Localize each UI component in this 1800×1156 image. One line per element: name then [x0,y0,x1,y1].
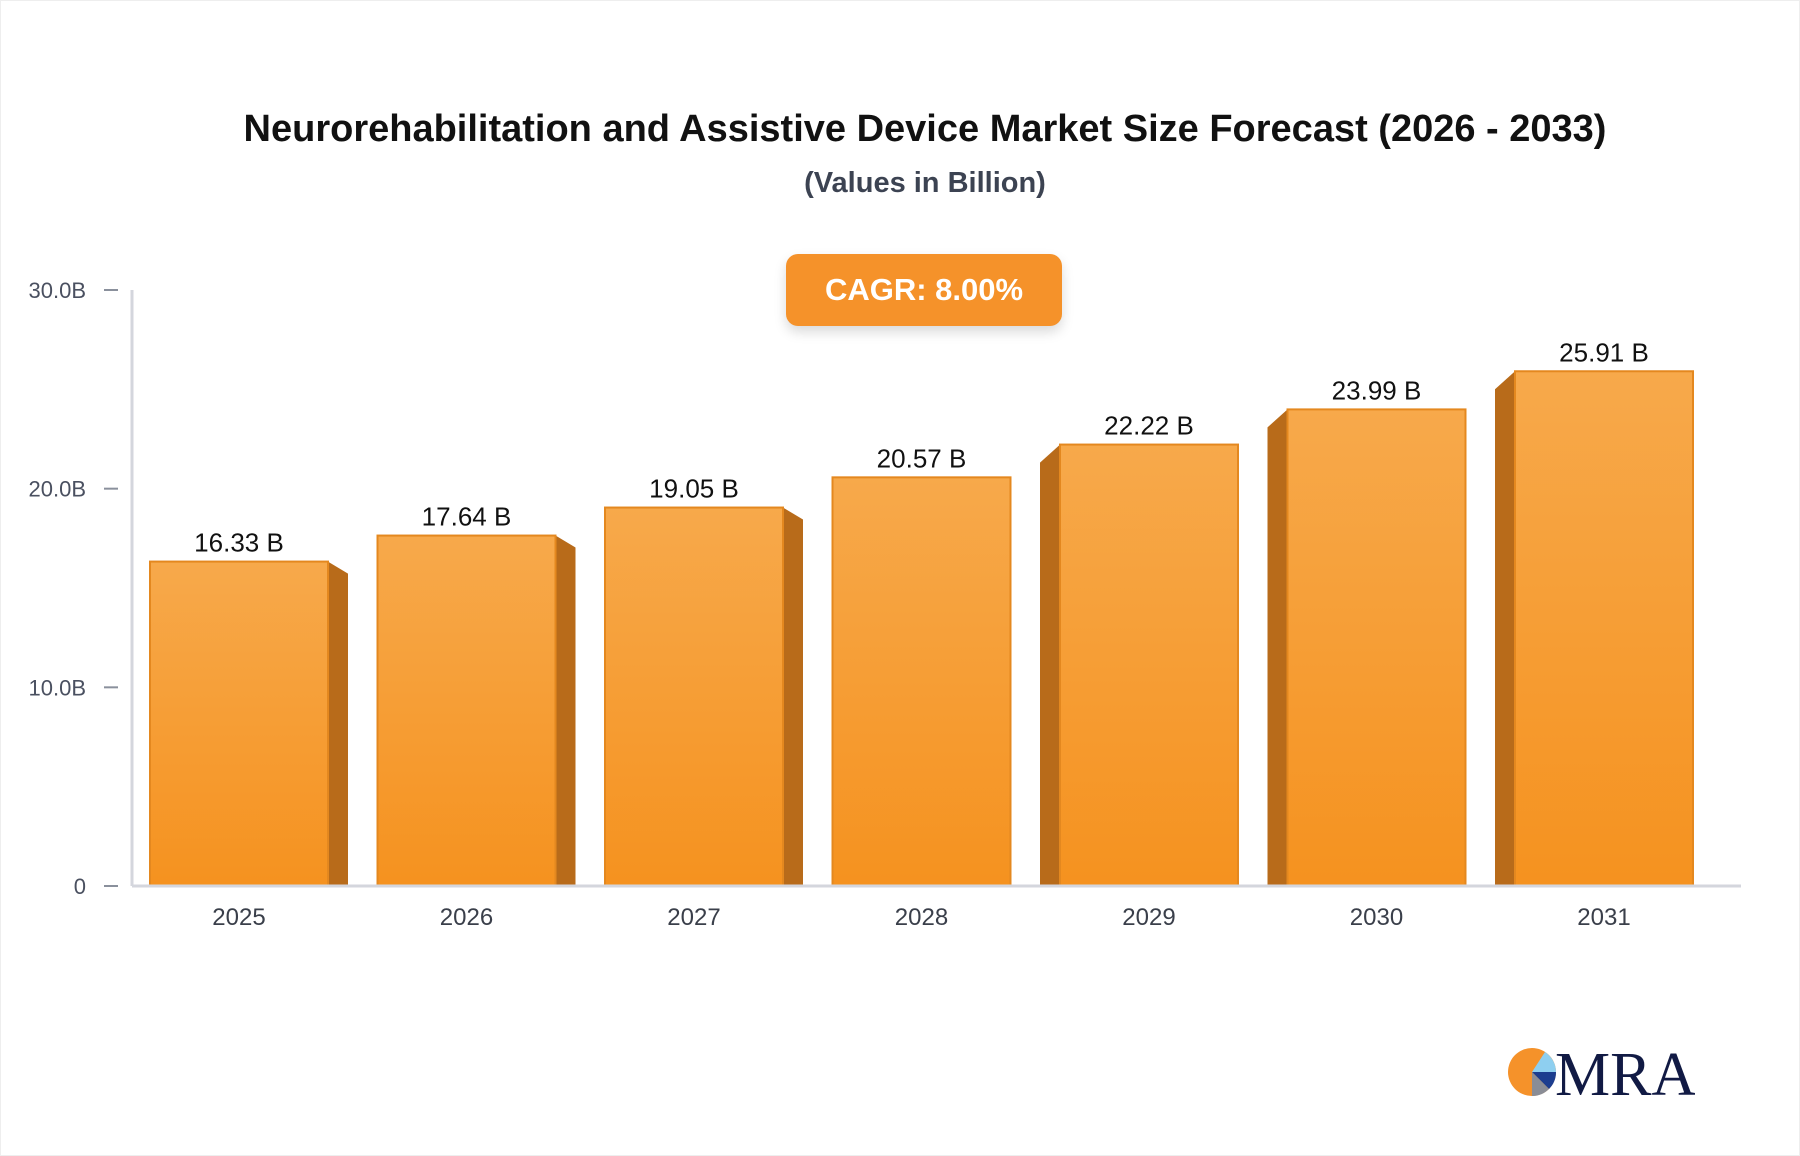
bar-2031: 25.91 B 2031 [1495,337,1694,931]
bar [1514,370,1694,888]
logo-text: MRA [1555,1041,1695,1100]
mra-logo: MRA [1505,1040,1695,1100]
bar [376,534,557,887]
bar [831,476,1012,887]
data-label: 22.22 B [1104,411,1194,441]
bar [1286,408,1467,887]
bar-side-face [328,561,348,886]
x-tick-label: 2029 [1122,904,1175,931]
x-tick-label: 2027 [667,904,720,931]
data-label: 23.99 B [1332,375,1422,405]
bar-side-face [1040,444,1060,886]
bar-2025: 16.33 B 2025 [149,528,348,931]
data-label: 20.57 B [877,443,967,473]
data-label: 25.91 B [1559,337,1649,367]
bar [1059,443,1239,887]
bar-2029: 22.22 B 2029 [1040,411,1239,931]
bar-2027: 19.05 B 2027 [604,474,803,931]
bar-2026: 17.64 B 2026 [376,502,576,931]
bar-side-face [1267,409,1288,886]
bar-side-face [1495,371,1515,887]
chart-subtitle: (Values in Billion) [804,167,1046,199]
bar-side-face [783,507,803,886]
x-tick-label: 2031 [1577,904,1630,931]
bar [604,506,784,887]
y-tick-label: 10.0B [29,675,87,700]
bar-side-face [555,535,576,886]
chart-title: Neurorehabilitation and Assistive Device… [243,108,1607,150]
x-tick-label: 2025 [212,904,265,931]
data-label: 17.64 B [422,502,512,532]
y-tick-label: 0 [74,874,86,899]
x-tick-label: 2028 [895,904,948,931]
bar [149,560,329,887]
x-tick-label: 2030 [1350,904,1403,931]
x-tick-label: 2026 [440,904,493,931]
bar-2030: 23.99 B 2030 [1267,375,1467,931]
bar-2028: 20.57 B 2028 [831,443,1012,931]
cagr-badge: CAGR: 8.00% [786,254,1062,326]
data-label: 19.05 B [649,474,739,504]
y-tick-label: 30.0B [29,278,87,303]
y-tick-label: 20.0B [29,477,87,502]
data-label: 16.33 B [194,528,284,558]
logo-pie-icon: MRA [1508,1041,1695,1100]
